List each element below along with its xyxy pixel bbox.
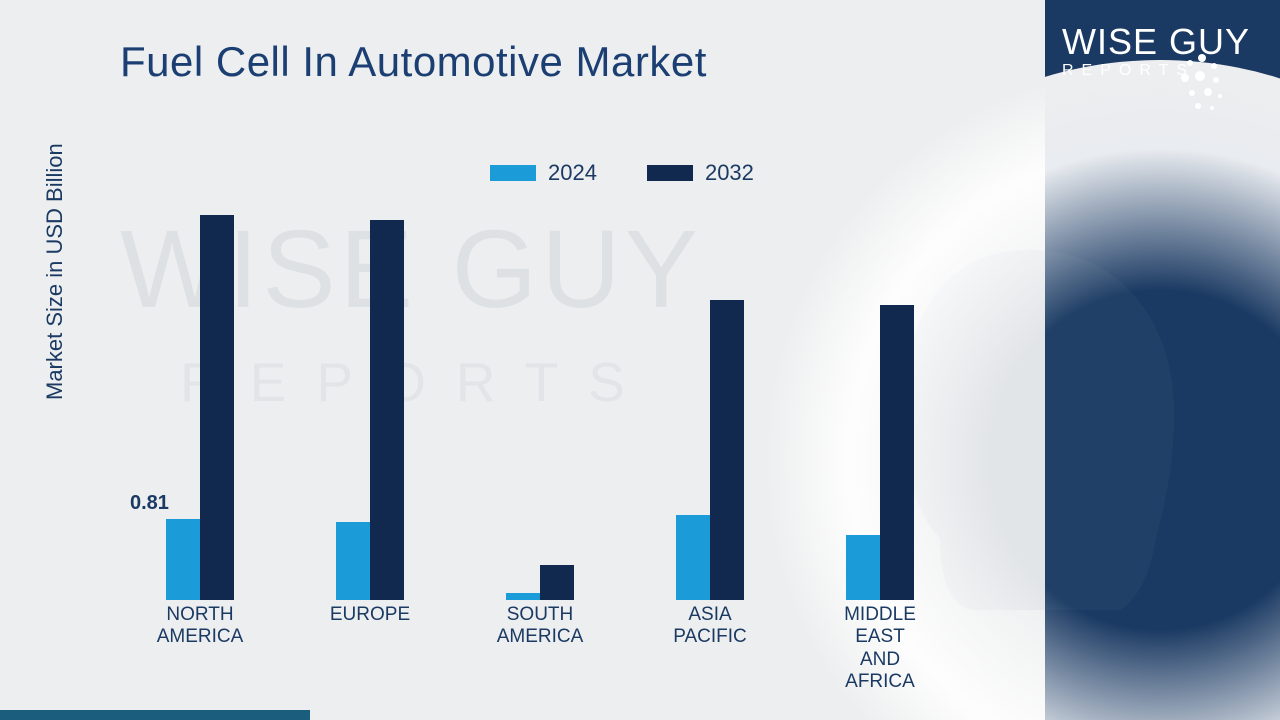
legend-swatch [490,165,536,181]
chart-plot-area: 0.81 [100,200,970,600]
bar [846,535,880,600]
x-axis-label: MIDDLEEASTANDAFRICA [810,604,950,694]
sidebar-band [1045,0,1280,720]
bar [540,565,574,600]
legend-label: 2024 [548,160,597,186]
legend-item-2032: 2032 [647,160,754,186]
legend-item-2024: 2024 [490,160,597,186]
legend-swatch [647,165,693,181]
legend-label: 2032 [705,160,754,186]
x-axis-label: ASIAPACIFIC [640,604,780,649]
x-axis-label: NORTHAMERICA [130,604,270,649]
brand-logo-icon [1170,48,1230,118]
page: WISE GUY REPORTS Fuel Cell In Automotive… [0,0,1280,720]
bar [370,220,404,600]
y-axis-label: Market Size in USD Billion [42,143,68,400]
x-axis-label: SOUTHAMERICA [470,604,610,649]
x-axis-label: EUROPE [300,604,440,626]
bar [506,593,540,600]
footer-accent-bar [0,710,310,720]
brand-logo: WISE GUY REPORTS [1062,24,1250,80]
chart-legend: 2024 2032 [490,160,754,186]
chart-title: Fuel Cell In Automotive Market [120,38,707,86]
bar-value-label: 0.81 [130,492,169,515]
bar-chart: 0.81 [100,200,970,600]
bar [200,215,234,600]
bar [166,519,200,600]
bar [710,300,744,600]
bar [676,515,710,600]
bar [336,522,370,600]
bar [880,305,914,600]
